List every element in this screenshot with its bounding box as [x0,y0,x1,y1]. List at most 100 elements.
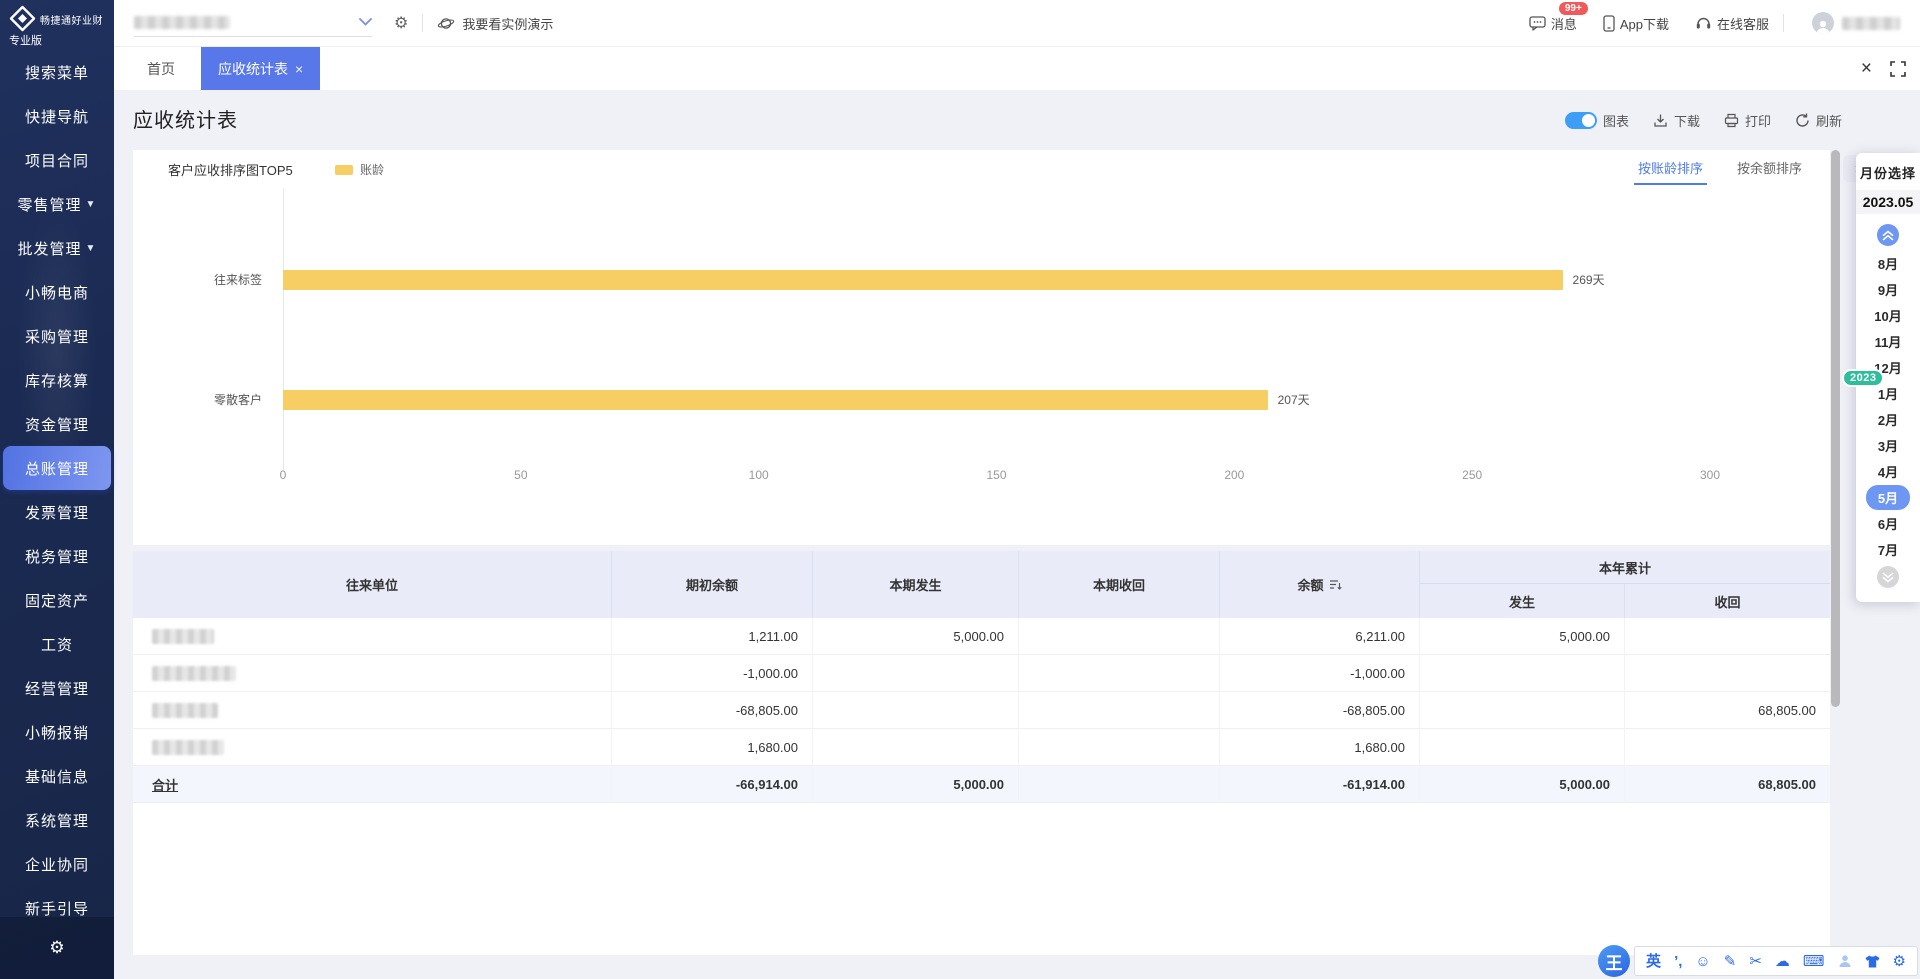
month-item-9月[interactable]: 9月 [1877,282,1899,298]
scroll-up-icon[interactable] [1877,224,1899,246]
fullscreen-icon[interactable] [1890,60,1906,77]
app-download-label: App下载 [1619,16,1669,32]
chart-bar [283,390,1268,410]
sidebar-item-搜索菜单[interactable]: 搜索菜单 [0,50,114,94]
ime-language-toggle[interactable]: 英 [1646,952,1662,970]
skin-shirt-icon[interactable] [1865,955,1880,968]
sidebar-item-库存核算[interactable]: 库存核算 [0,358,114,402]
sidebar-item-小畅电商[interactable]: 小畅电商 [0,270,114,314]
sort-tab-按余额排序[interactable]: 按余额排序 [1736,161,1802,176]
sort-tab-按账龄排序[interactable]: 按账龄排序 [1633,158,1708,185]
ime-logo-button[interactable]: 王 [1598,945,1631,977]
chart-category-label: 往来标签 [213,273,262,287]
sidebar-item-新手引导[interactable]: 新手引导 [0,886,114,930]
download-button[interactable]: 下载 [1653,111,1700,130]
sidebar-item-label: 企业协同 [24,856,89,874]
legend-swatch [335,164,353,175]
sidebar-settings-gear-icon[interactable]: ⚙ [49,938,65,957]
table-cell [1019,729,1220,766]
divider [1783,14,1784,32]
month-item-1月[interactable]: 1月 [1877,386,1899,402]
tab-close-icon[interactable]: × [295,60,304,77]
month-item-11月[interactable]: 11月 [1874,334,1902,350]
col-header-current-received: 本期收回 [1019,551,1220,618]
refresh-button[interactable]: 刷新 [1795,111,1842,130]
cloud-icon[interactable]: ☁ [1774,952,1790,970]
sidebar-item-label: 批发管理 [17,240,82,258]
table-cell [1019,618,1220,655]
sidebar-item-发票管理[interactable]: 发票管理 [0,490,114,534]
sidebar-item-工资[interactable]: 工资 [0,622,114,666]
scroll-down-icon[interactable] [1877,566,1899,588]
table-header: 往来单位 期初余额 本期发生 本期收回 余额 本年累计 [133,551,1830,618]
ime-punctuation-toggle[interactable]: ’, [1674,952,1683,970]
messages-label: 消息 [1550,16,1577,32]
table-cell: 1,680.00 [1220,729,1420,766]
phone-icon [1603,14,1615,32]
online-service-button[interactable]: 在线客服 [1695,14,1769,33]
table-total-cell: 68,805.00 [1625,766,1830,803]
settings-gear-icon[interactable]: ⚙ [394,15,409,32]
month-item-8月[interactable]: 8月 [1877,256,1899,272]
table-cell: 68,805.00 [1625,692,1830,729]
company-select-dropdown[interactable] [134,10,372,37]
sidebar-item-固定资产[interactable]: 固定资产 [0,578,114,622]
total-link[interactable]: 合计 [152,777,179,793]
sidebar-item-税务管理[interactable]: 税务管理 [0,534,114,578]
user-avatar[interactable] [1812,12,1834,34]
sidebar-item-label: 库存核算 [24,372,89,390]
chart-toggle[interactable]: 图表 [1564,111,1629,130]
table-cell [1420,692,1625,729]
topbar: ⚙ 我要看实例演示 99+ 消息 [114,0,1920,47]
sidebar-item-采购管理[interactable]: 采购管理 [0,314,114,358]
headset-icon [1695,15,1712,31]
month-item-2月[interactable]: 2月 [1877,412,1899,428]
month-item-6月[interactable]: 6月 [1877,516,1899,532]
refresh-icon [1795,113,1810,128]
toggle-switch[interactable] [1564,112,1597,129]
scissors-icon[interactable]: ✂ [1749,952,1762,970]
sidebar-item-项目合同[interactable]: 项目合同 [0,138,114,182]
sidebar-item-企业协同[interactable]: 企业协同 [0,842,114,886]
sidebar-item-label: 快捷导航 [24,108,89,126]
demo-link[interactable]: 我要看实例演示 [437,14,553,33]
sidebar-item-批发管理[interactable]: 批发管理 ▼ [0,226,114,270]
tab-首页[interactable]: 首页 [133,47,189,90]
sidebar-item-小畅报销[interactable]: 小畅报销 [0,710,114,754]
emoji-icon[interactable]: ☺ [1695,952,1711,970]
sidebar-item-资金管理[interactable]: 资金管理 [0,402,114,446]
sidebar-item-快捷导航[interactable]: 快捷导航 [0,94,114,138]
vertical-scrollbar[interactable] [1831,150,1840,707]
month-item-4月[interactable]: 4月 [1877,464,1899,480]
divider [422,14,424,32]
col-header-current-incurred: 本期发生 [813,551,1019,618]
sidebar-item-总账管理[interactable]: 总账管理 [3,446,111,490]
user-icon[interactable] [1838,954,1852,968]
sort-filter-icon[interactable] [1329,579,1342,591]
sidebar-item-系统管理[interactable]: 系统管理 [0,798,114,842]
print-button[interactable]: 打印 [1724,111,1771,130]
sidebar: 畅捷通好业财 专业版 搜索菜单 快捷导航 项目合同 零售管理 ▼ 批发管理 ▼ 小畅电商 采购管… [0,0,114,979]
sidebar-item-零售管理[interactable]: 零售管理 ▼ [0,182,114,226]
close-page-icon[interactable]: × [1860,58,1872,79]
sidebar-item-基础信息[interactable]: 基础信息 [0,754,114,798]
table-cell: 6,211.00 [1220,618,1420,655]
sidebar-item-经营管理[interactable]: 经营管理 [0,666,114,710]
keyboard-icon[interactable]: ⌨ [1802,952,1825,970]
ime-settings-gear-icon[interactable]: ⚙ [1892,952,1906,970]
legend-label: 账龄 [360,163,385,177]
table-cell [1420,729,1625,766]
month-item-7月[interactable]: 7月 [1877,542,1899,558]
table-cell [813,692,1019,729]
pencil-icon[interactable]: ✎ [1723,952,1737,970]
tab-应收统计表[interactable]: 应收统计表 × [201,47,321,90]
messages-button[interactable]: 99+ 消息 [1529,1,1588,33]
table-cell [1019,655,1220,692]
app-download-button[interactable]: App下载 [1603,14,1669,33]
customer-name-cell [133,729,612,766]
month-item-3月[interactable]: 3月 [1877,438,1899,454]
month-item-5月[interactable]: 5月 [1856,484,1920,510]
col-header-balance: 余额 [1220,551,1420,618]
ime-toolbar: 王 英 ’, ☺ ✎ ✂ ☁ ⌨ ⚙ [1598,945,1918,977]
month-item-10月[interactable]: 10月 [1874,308,1902,324]
